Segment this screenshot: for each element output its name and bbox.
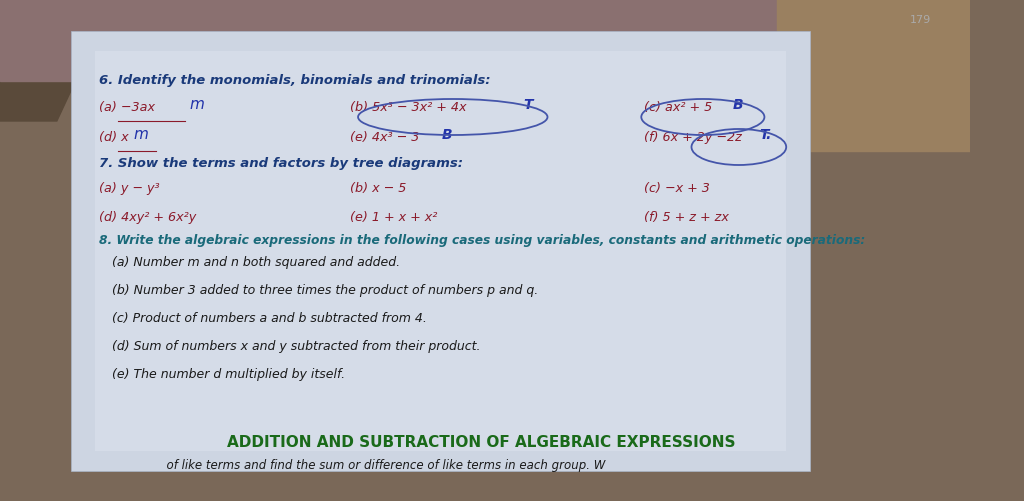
Text: (b) 5x³ − 3x² + 4x: (b) 5x³ − 3x² + 4x <box>350 101 467 114</box>
Text: (c) −x + 3: (c) −x + 3 <box>644 182 710 194</box>
Text: (e) 4x³ − 3: (e) 4x³ − 3 <box>350 131 420 144</box>
Text: (f) 5 + z + zx: (f) 5 + z + zx <box>644 210 729 223</box>
Text: (a) Number m and n both squared and added.: (a) Number m and n both squared and adde… <box>112 256 400 269</box>
Text: (a) −3ax: (a) −3ax <box>99 101 156 114</box>
Text: (d) Sum of numbers x and y subtracted from their product.: (d) Sum of numbers x and y subtracted fr… <box>112 339 480 352</box>
Text: (d) 4xy² + 6x²y: (d) 4xy² + 6x²y <box>99 210 197 223</box>
Text: m: m <box>189 97 205 112</box>
Text: (d) x: (d) x <box>99 131 129 144</box>
Text: (e) The number d multiplied by itself.: (e) The number d multiplied by itself. <box>112 367 345 380</box>
FancyBboxPatch shape <box>95 52 786 451</box>
Text: T.: T. <box>760 128 772 142</box>
Text: (e) 1 + x + x²: (e) 1 + x + x² <box>350 210 438 223</box>
Text: 179: 179 <box>910 15 931 25</box>
Text: (b) Number 3 added to three times the product of numbers p and q.: (b) Number 3 added to three times the pr… <box>112 284 538 297</box>
Text: 7. Show the terms and factors by tree diagrams:: 7. Show the terms and factors by tree di… <box>99 157 464 170</box>
FancyBboxPatch shape <box>71 32 810 471</box>
Text: 6. Identify the monomials, binomials and trinomials:: 6. Identify the monomials, binomials and… <box>99 74 490 87</box>
Text: (c) ax² + 5: (c) ax² + 5 <box>644 101 713 114</box>
Text: m: m <box>133 127 148 142</box>
Polygon shape <box>777 0 970 152</box>
Text: (a) y − y³: (a) y − y³ <box>99 182 160 194</box>
Polygon shape <box>0 0 970 82</box>
Text: B: B <box>441 128 452 142</box>
Text: T: T <box>523 98 532 112</box>
Text: B: B <box>732 98 742 112</box>
Text: of like terms and find the sum or difference of like terms in each group. W: of like terms and find the sum or differ… <box>99 458 606 471</box>
Text: 8. Write the algebraic expressions in the following cases using variables, const: 8. Write the algebraic expressions in th… <box>99 233 865 246</box>
Polygon shape <box>0 0 114 122</box>
Text: (c) Product of numbers a and b subtracted from 4.: (c) Product of numbers a and b subtracte… <box>112 312 427 324</box>
Text: (b) x − 5: (b) x − 5 <box>350 182 407 194</box>
Text: ADDITION AND SUBTRACTION OF ALGEBRAIC EXPRESSIONS: ADDITION AND SUBTRACTION OF ALGEBRAIC EX… <box>227 434 736 449</box>
Text: (f) 6x + 2y −2z: (f) 6x + 2y −2z <box>644 131 742 144</box>
